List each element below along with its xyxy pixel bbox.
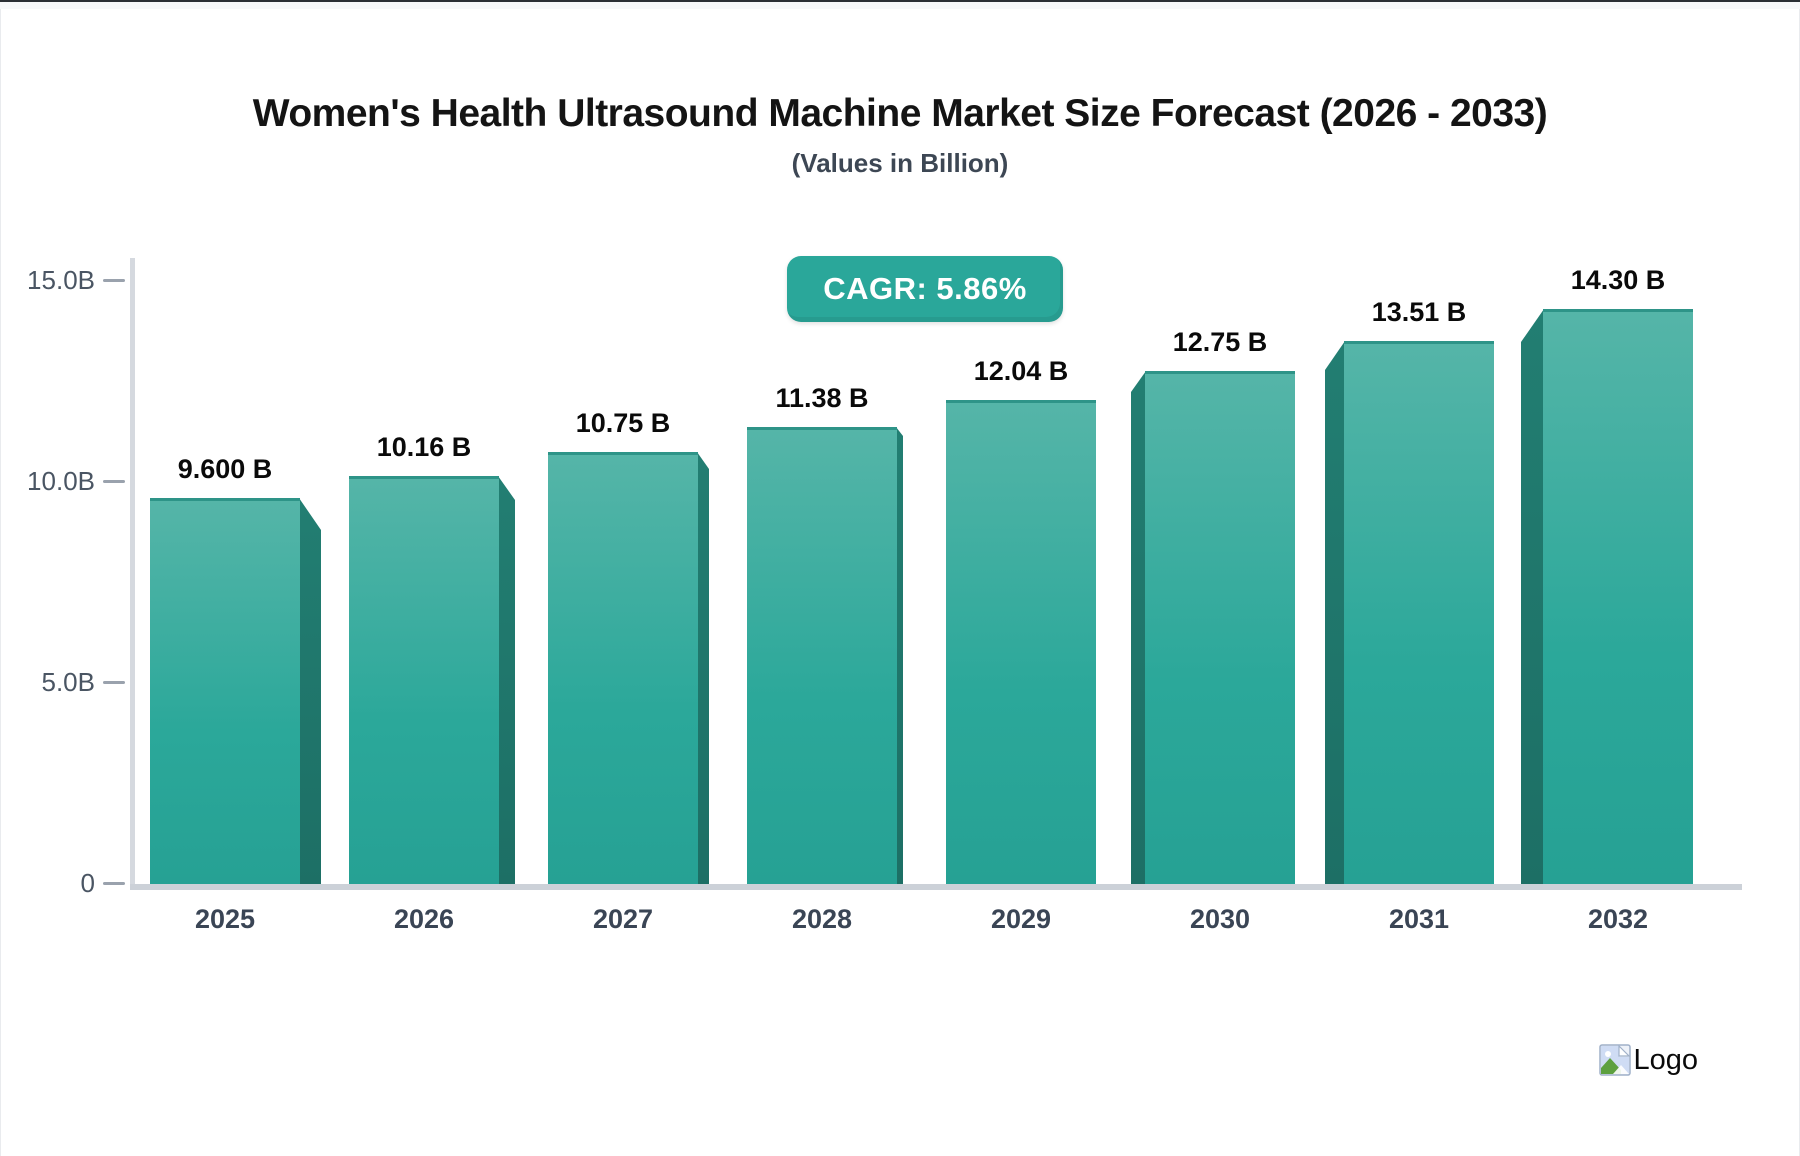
bar-2028 xyxy=(747,427,897,884)
y-axis-tick xyxy=(103,279,125,282)
x-axis-label: 2031 xyxy=(1388,904,1450,934)
bar-2031 xyxy=(1344,341,1494,884)
y-axis-tick xyxy=(103,480,125,483)
x-axis-label: 2028 xyxy=(791,904,853,934)
x-axis-label: 2026 xyxy=(393,904,455,934)
bar-2029 xyxy=(946,400,1096,884)
bar-side-face xyxy=(1325,341,1345,884)
cagr-badge-label: CAGR: 5.86% xyxy=(823,271,1027,306)
y-axis-line xyxy=(130,258,135,890)
bar-side-face xyxy=(1131,371,1146,884)
bar-value-label: 10.75 B xyxy=(575,408,671,438)
bar-side-face xyxy=(299,498,321,884)
bar-2032 xyxy=(1543,309,1693,884)
bar-value-label: 12.04 B xyxy=(973,356,1069,386)
bar-2030 xyxy=(1145,371,1295,884)
bar-2025 xyxy=(150,498,300,884)
y-axis-tick xyxy=(103,681,125,684)
bar-side-face xyxy=(896,427,903,884)
bar-value-label: 11.38 B xyxy=(775,383,869,413)
bar-value-label: 10.16 B xyxy=(376,432,472,462)
bar-value-label: 9.600 B xyxy=(177,454,273,484)
x-axis-label: 2030 xyxy=(1189,904,1251,934)
logo: Logo xyxy=(1599,1038,1698,1082)
y-axis-label: 10.0B xyxy=(27,466,95,496)
cagr-badge: CAGR: 5.86% xyxy=(787,256,1063,322)
logo-alt-text: Logo xyxy=(1633,1043,1698,1076)
chart-subtitle: (Values in Billion) xyxy=(791,148,1009,178)
bar-side-face xyxy=(1521,309,1544,884)
chart-title: Women's Health Ultrasound Machine Market… xyxy=(252,92,1548,135)
x-axis-label: 2029 xyxy=(990,904,1052,934)
x-axis-label: 2032 xyxy=(1587,904,1649,934)
bar-2026 xyxy=(349,476,499,884)
bar-value-label: 13.51 B xyxy=(1371,297,1467,327)
page-top-strip xyxy=(0,0,1800,9)
bar-2027 xyxy=(548,452,698,884)
bar-value-label: 14.30 B xyxy=(1570,265,1666,295)
bar-side-face xyxy=(697,452,709,884)
x-axis-label: 2027 xyxy=(592,904,654,934)
x-axis-label: 2025 xyxy=(194,904,256,934)
x-axis-baseline xyxy=(130,884,1742,890)
y-axis-label: 15.0B xyxy=(27,265,95,295)
bar-side-face xyxy=(498,476,515,884)
y-axis-tick xyxy=(103,882,125,885)
broken-image-icon xyxy=(1599,1044,1632,1076)
y-axis-label: 5.0B xyxy=(41,667,96,697)
bar-value-label: 12.75 B xyxy=(1172,327,1268,357)
y-axis-label: 0 xyxy=(80,868,95,898)
